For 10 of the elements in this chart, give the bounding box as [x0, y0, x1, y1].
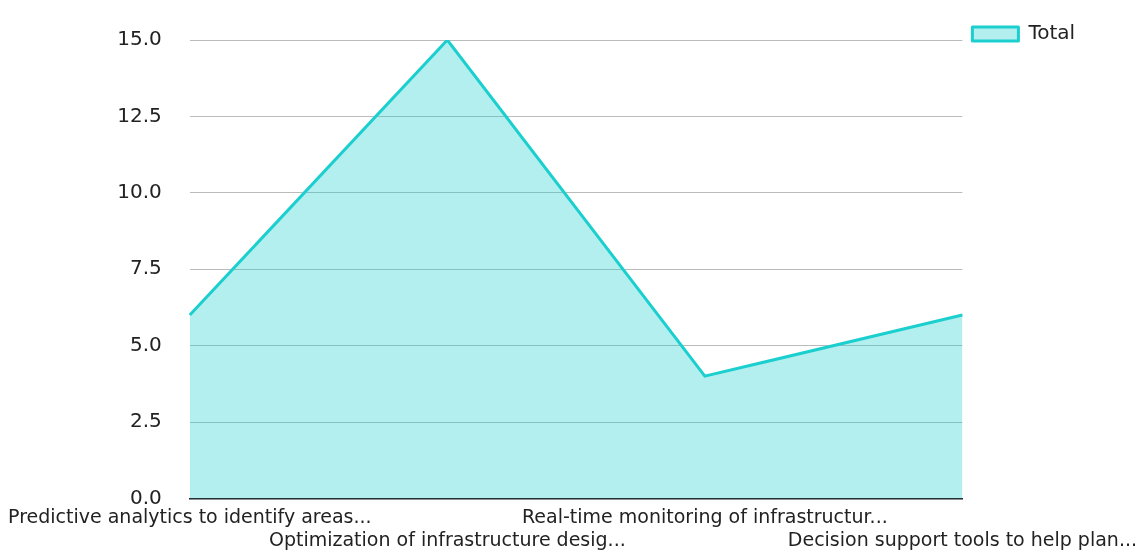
legend-label: Total [1027, 20, 1076, 45]
y-tick-label: 12.5 [117, 102, 162, 127]
y-tick-label: 10.0 [117, 179, 162, 203]
y-tick-label: 2.5 [129, 408, 162, 433]
x-tick-label: Decision support tools to help plan... [787, 527, 1137, 550]
y-tick-label: 15.0 [117, 26, 162, 51]
y-tick-label: 5.0 [129, 331, 162, 356]
x-tick-label: Optimization of infrastructure desig... [268, 527, 626, 550]
x-tick-label: Real-time monitoring of infrastructur... [522, 504, 888, 527]
y-tick-label: 7.5 [129, 255, 162, 280]
